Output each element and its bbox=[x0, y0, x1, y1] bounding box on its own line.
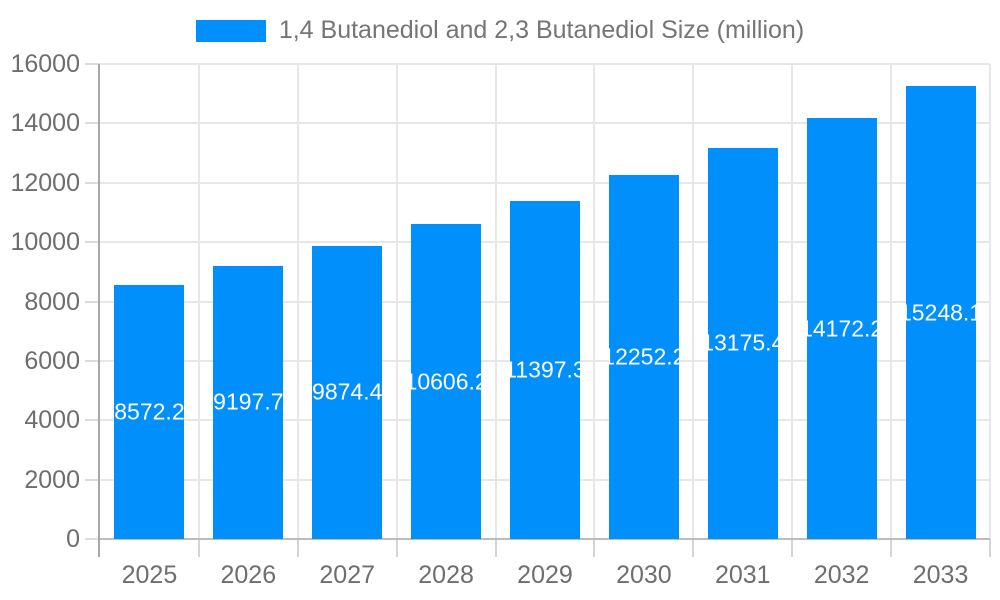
y-axis-label: 12000 bbox=[10, 168, 80, 197]
y-axis-tick bbox=[85, 241, 100, 244]
y-axis-tick bbox=[85, 300, 100, 303]
y-axis-label: 10000 bbox=[10, 228, 80, 257]
h-gridline bbox=[100, 122, 990, 125]
bar-2033[interactable]: 15248.1 bbox=[905, 86, 976, 539]
h-gridline bbox=[100, 63, 990, 65]
y-axis-tick bbox=[85, 538, 100, 540]
x-axis-tick bbox=[494, 539, 497, 557]
y-axis-tick bbox=[85, 419, 100, 422]
v-gridline bbox=[890, 64, 893, 539]
y-axis-label: 2000 bbox=[24, 465, 80, 494]
v-gridline bbox=[494, 64, 497, 539]
x-axis-tick bbox=[296, 539, 299, 557]
x-axis-label: 2030 bbox=[616, 561, 672, 589]
v-gridline bbox=[197, 64, 200, 539]
x-axis-label: 2028 bbox=[418, 561, 474, 589]
bar-value-label: 9197.7 bbox=[213, 388, 284, 415]
v-gridline bbox=[692, 64, 695, 539]
v-gridline bbox=[989, 64, 991, 539]
bar-value-label: 9874.4 bbox=[312, 378, 383, 405]
bar-value-label: 10606.2 bbox=[411, 368, 481, 395]
y-axis-label: 4000 bbox=[24, 406, 80, 435]
bar-2027[interactable]: 9874.4 bbox=[312, 245, 383, 539]
y-axis-label: 14000 bbox=[10, 109, 80, 138]
bar-value-label: 15248.1 bbox=[906, 299, 976, 326]
x-axis-label: 2025 bbox=[121, 561, 178, 589]
y-axis-label: 0 bbox=[66, 525, 80, 553]
v-gridline bbox=[593, 64, 596, 539]
x-axis-tick bbox=[395, 539, 398, 557]
y-axis-line bbox=[98, 64, 100, 557]
bar-2031[interactable]: 13175.4 bbox=[707, 147, 778, 539]
y-axis-tick bbox=[85, 122, 100, 125]
x-axis-tick bbox=[989, 539, 991, 557]
legend-swatch-icon bbox=[195, 19, 266, 42]
x-axis-tick bbox=[197, 539, 200, 557]
y-axis-tick bbox=[85, 478, 100, 481]
x-axis-tick bbox=[692, 539, 695, 557]
bar-2030[interactable]: 12252.2 bbox=[608, 175, 679, 539]
x-axis-label: 2033 bbox=[912, 561, 969, 589]
v-gridline bbox=[296, 64, 299, 539]
y-axis-tick bbox=[85, 63, 100, 65]
bar-value-label: 8572.2 bbox=[114, 398, 185, 425]
bar-value-label: 13175.4 bbox=[708, 329, 778, 356]
bar-2028[interactable]: 10606.2 bbox=[411, 224, 482, 539]
x-axis-tick bbox=[890, 539, 893, 557]
x-axis-label: 2031 bbox=[714, 561, 771, 589]
bar-value-label: 12252.2 bbox=[609, 343, 679, 370]
legend-label: 1,4 Butanediol and 2,3 Butanediol Size (… bbox=[278, 16, 805, 44]
bar-value-label: 11397.3 bbox=[510, 356, 580, 383]
y-axis-label: 8000 bbox=[24, 287, 80, 316]
bar-2025[interactable]: 8572.2 bbox=[114, 284, 185, 539]
bar-2026[interactable]: 9197.7 bbox=[213, 265, 284, 539]
x-axis-line bbox=[98, 538, 990, 540]
x-axis-tick bbox=[791, 539, 794, 557]
v-gridline bbox=[791, 64, 794, 539]
h-gridline bbox=[100, 181, 990, 184]
x-axis-label: 2032 bbox=[813, 561, 870, 589]
x-axis-label: 2026 bbox=[220, 561, 277, 589]
y-axis-tick bbox=[85, 181, 100, 184]
x-axis-label: 2027 bbox=[319, 561, 376, 589]
y-axis-tick bbox=[85, 359, 100, 362]
x-axis-tick bbox=[593, 539, 596, 557]
v-gridline bbox=[395, 64, 398, 539]
bar-2029[interactable]: 11397.3 bbox=[510, 200, 580, 539]
y-axis-label: 16000 bbox=[10, 50, 80, 78]
x-axis-label: 2029 bbox=[517, 561, 573, 589]
y-axis-label: 6000 bbox=[24, 346, 80, 375]
chart-legend[interactable]: 1,4 Butanediol and 2,3 Butanediol Size (… bbox=[0, 16, 1000, 45]
